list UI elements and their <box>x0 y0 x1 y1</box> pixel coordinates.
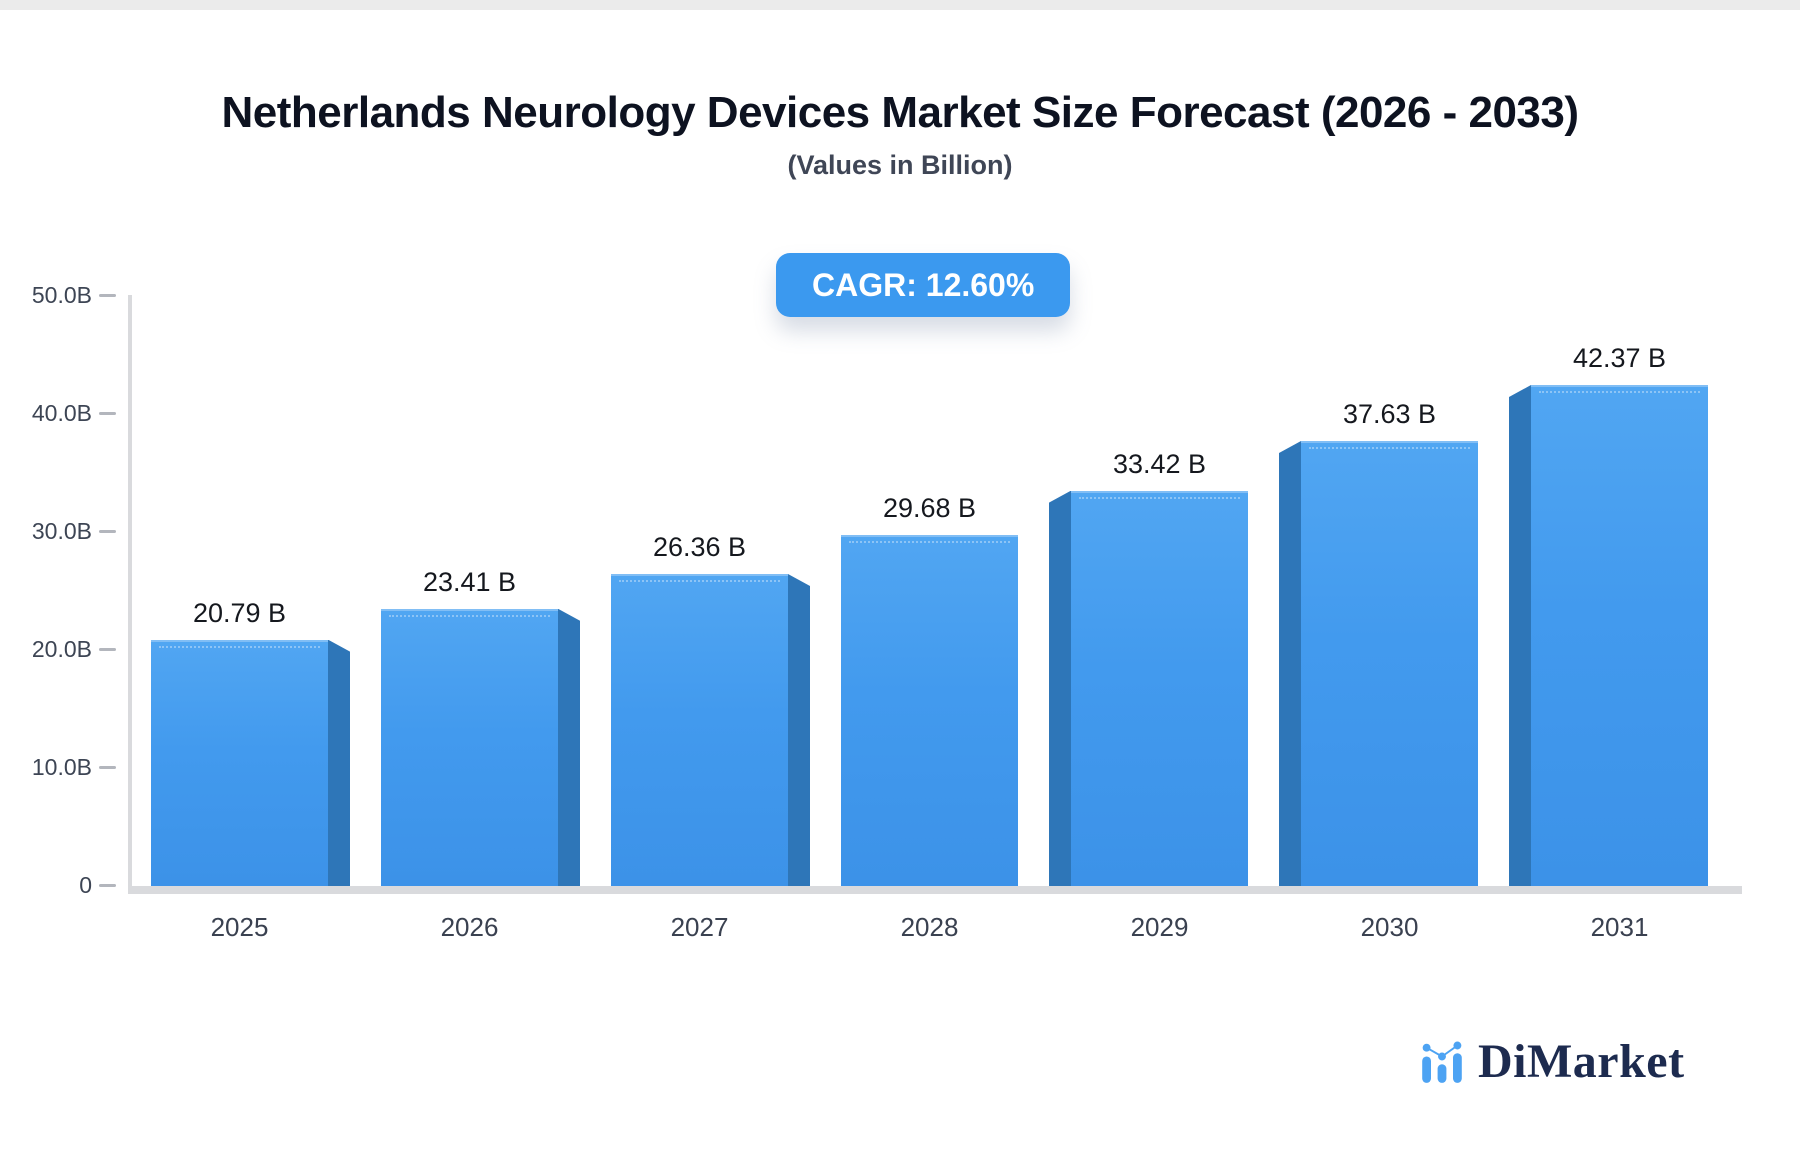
y-tick-dash <box>99 529 116 533</box>
bar-side-2025 <box>328 639 350 886</box>
x-tick-label: 2026 <box>440 912 499 942</box>
bar-side-2030 <box>1279 440 1301 886</box>
bar-2028[interactable] <box>841 534 1018 886</box>
y-tick-dash <box>99 883 116 887</box>
bar-2029[interactable] <box>1071 490 1248 886</box>
chart-title: Netherlands Neurology Devices Market Siz… <box>221 88 1579 137</box>
bar-chart-logo-icon <box>1422 1041 1462 1083</box>
x-tick-label: 2031 <box>1590 912 1649 942</box>
bar-value-label: 33.42 B <box>1112 448 1207 479</box>
y-tick-label: 10.0B <box>31 754 92 780</box>
top-strip <box>0 0 1800 10</box>
x-tick-label: 2030 <box>1360 912 1419 942</box>
bar-value-label: 23.41 B <box>422 566 517 597</box>
bar-side-2031 <box>1509 385 1531 886</box>
bar-value-label: 37.63 B <box>1342 398 1437 429</box>
y-tick-label: 20.0B <box>31 636 92 662</box>
bar-value-label: 26.36 B <box>652 531 747 562</box>
bar-2025[interactable] <box>151 639 328 886</box>
bar-value-label: 20.79 B <box>192 597 287 628</box>
y-tick-label: 40.0B <box>31 400 92 426</box>
bar-side-2026 <box>558 608 580 886</box>
bar-side-2027 <box>788 573 810 886</box>
cagr-badge: CAGR: 12.60% <box>776 253 1071 317</box>
bar-2027[interactable] <box>611 573 788 886</box>
bar-value-label: 29.68 B <box>882 492 977 523</box>
x-axis-line <box>128 886 1742 894</box>
y-tick-dash <box>99 411 116 415</box>
y-axis-line <box>128 295 132 887</box>
bar-side-2029 <box>1049 490 1071 886</box>
x-tick-label: 2025 <box>210 912 269 942</box>
x-tick-label: 2027 <box>670 912 729 942</box>
chart-subtitle: (Values in Billion) <box>787 150 1013 180</box>
bar-2026[interactable] <box>381 608 558 886</box>
bar-2030[interactable] <box>1301 440 1478 886</box>
y-tick-label: 0 <box>79 872 92 898</box>
x-tick-label: 2028 <box>900 912 959 942</box>
y-tick-dash <box>99 293 116 297</box>
bar-value-label: 42.37 B <box>1572 343 1667 374</box>
brand-name: DiMarket <box>1478 1035 1685 1088</box>
y-tick-dash <box>99 647 116 651</box>
y-tick-label: 30.0B <box>31 518 92 544</box>
y-tick-label: 50.0B <box>31 282 92 308</box>
y-tick-dash <box>99 765 116 769</box>
brand-logo[interactable]: DiMarket <box>1420 1035 1685 1088</box>
x-tick-label: 2029 <box>1130 912 1189 942</box>
bar-2031[interactable] <box>1531 385 1708 886</box>
